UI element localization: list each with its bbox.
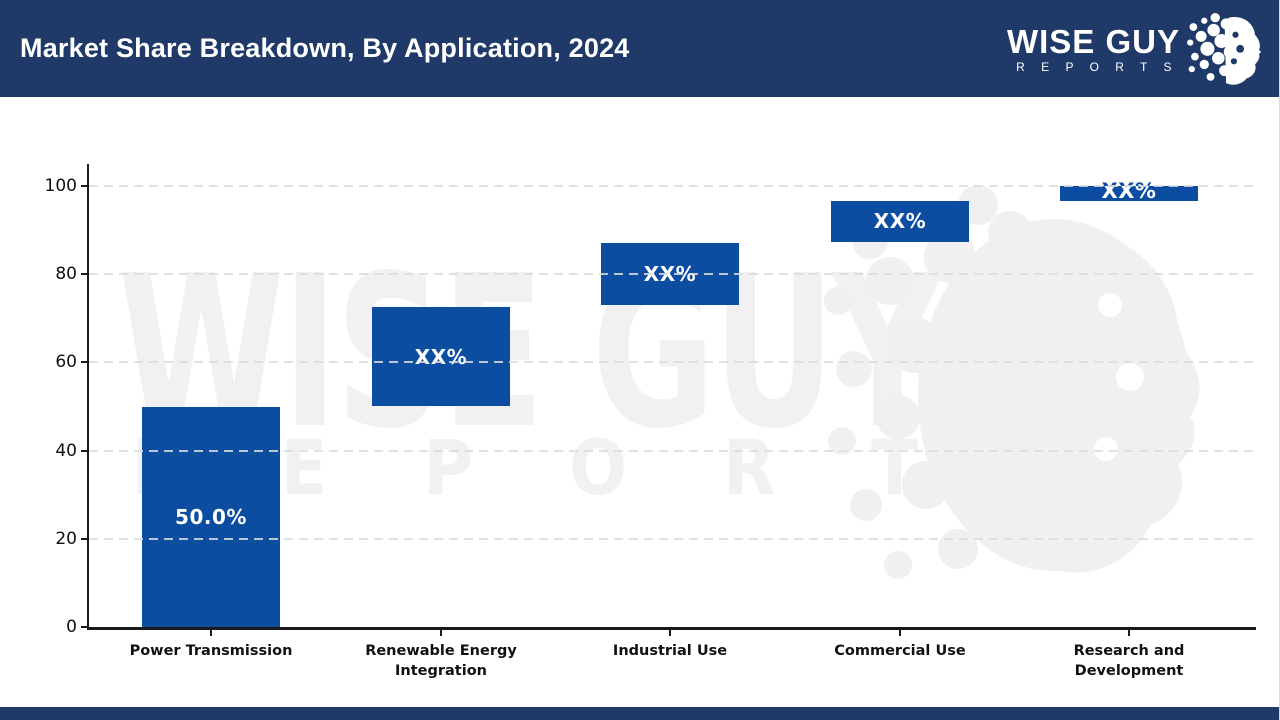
logo-wiseguy-label: WISE GUY	[1006, 23, 1180, 60]
bar-value-label-4: XX%	[1101, 186, 1157, 201]
logo-text: WISE GUY R E P O R T S	[1007, 25, 1180, 75]
y-tick-20	[81, 537, 88, 540]
y-tick-label-60: 60	[55, 352, 77, 373]
x-tick-3	[899, 629, 901, 636]
y-tick-label-100: 100	[44, 176, 77, 196]
y-tick-40	[81, 449, 88, 452]
y-tick-label-20: 20	[55, 528, 77, 549]
y-tick-0	[81, 626, 88, 628]
bar-segment-3: XX%	[831, 200, 969, 242]
bar-segment-1: XX%	[372, 307, 510, 407]
gridline-20	[89, 537, 1256, 540]
bar-value-label-3: XX%	[873, 209, 927, 234]
x-axis-label-4: Research and Development	[1073, 643, 1185, 679]
x-tick-4	[1128, 629, 1130, 636]
x-axis-spine	[87, 627, 1256, 630]
gridline-40	[89, 449, 1256, 452]
y-tick-label-0: 0	[66, 617, 77, 637]
page-title: Market Share Breakdown, By Application, …	[20, 33, 630, 63]
watermark-head-icon	[824, 185, 1200, 579]
x-axis-label-0: Power Transmission	[129, 643, 293, 659]
y-tick-80	[81, 273, 88, 276]
wiseguy-reports-logo: WISE GUY R E P O R T S	[1007, 8, 1262, 92]
x-axis-label-2: Industrial Use	[612, 643, 728, 659]
x-tick-1	[440, 629, 442, 636]
y-tick-label-40: 40	[55, 440, 77, 461]
x-axis-label-1: Renewable Energy Integration	[365, 643, 517, 679]
logo-reports-label: R E P O R T S	[1016, 60, 1178, 74]
bar-segment-0: 50.0%	[142, 406, 280, 627]
y-axis-spine	[87, 164, 89, 629]
gridline-80	[89, 273, 1256, 276]
y-tick-100	[81, 185, 88, 187]
bar-value-label-1: XX%	[414, 344, 468, 369]
gridline-100	[89, 185, 1256, 187]
wiseguy-head-icon	[1187, 12, 1262, 85]
bar-segment-4: XX%	[1060, 186, 1198, 201]
footer-bar	[0, 707, 1279, 720]
gridline-60	[89, 361, 1256, 364]
x-tick-0	[210, 629, 212, 636]
bar-value-label-0: 50.0%	[175, 504, 247, 529]
x-tick-2	[669, 629, 671, 636]
x-axis-label-3: Commercial Use	[834, 643, 966, 659]
y-tick-60	[81, 361, 88, 364]
header-bar: Market Share Breakdown, By Application, …	[0, 0, 1279, 97]
y-tick-label-80: 80	[55, 264, 77, 285]
